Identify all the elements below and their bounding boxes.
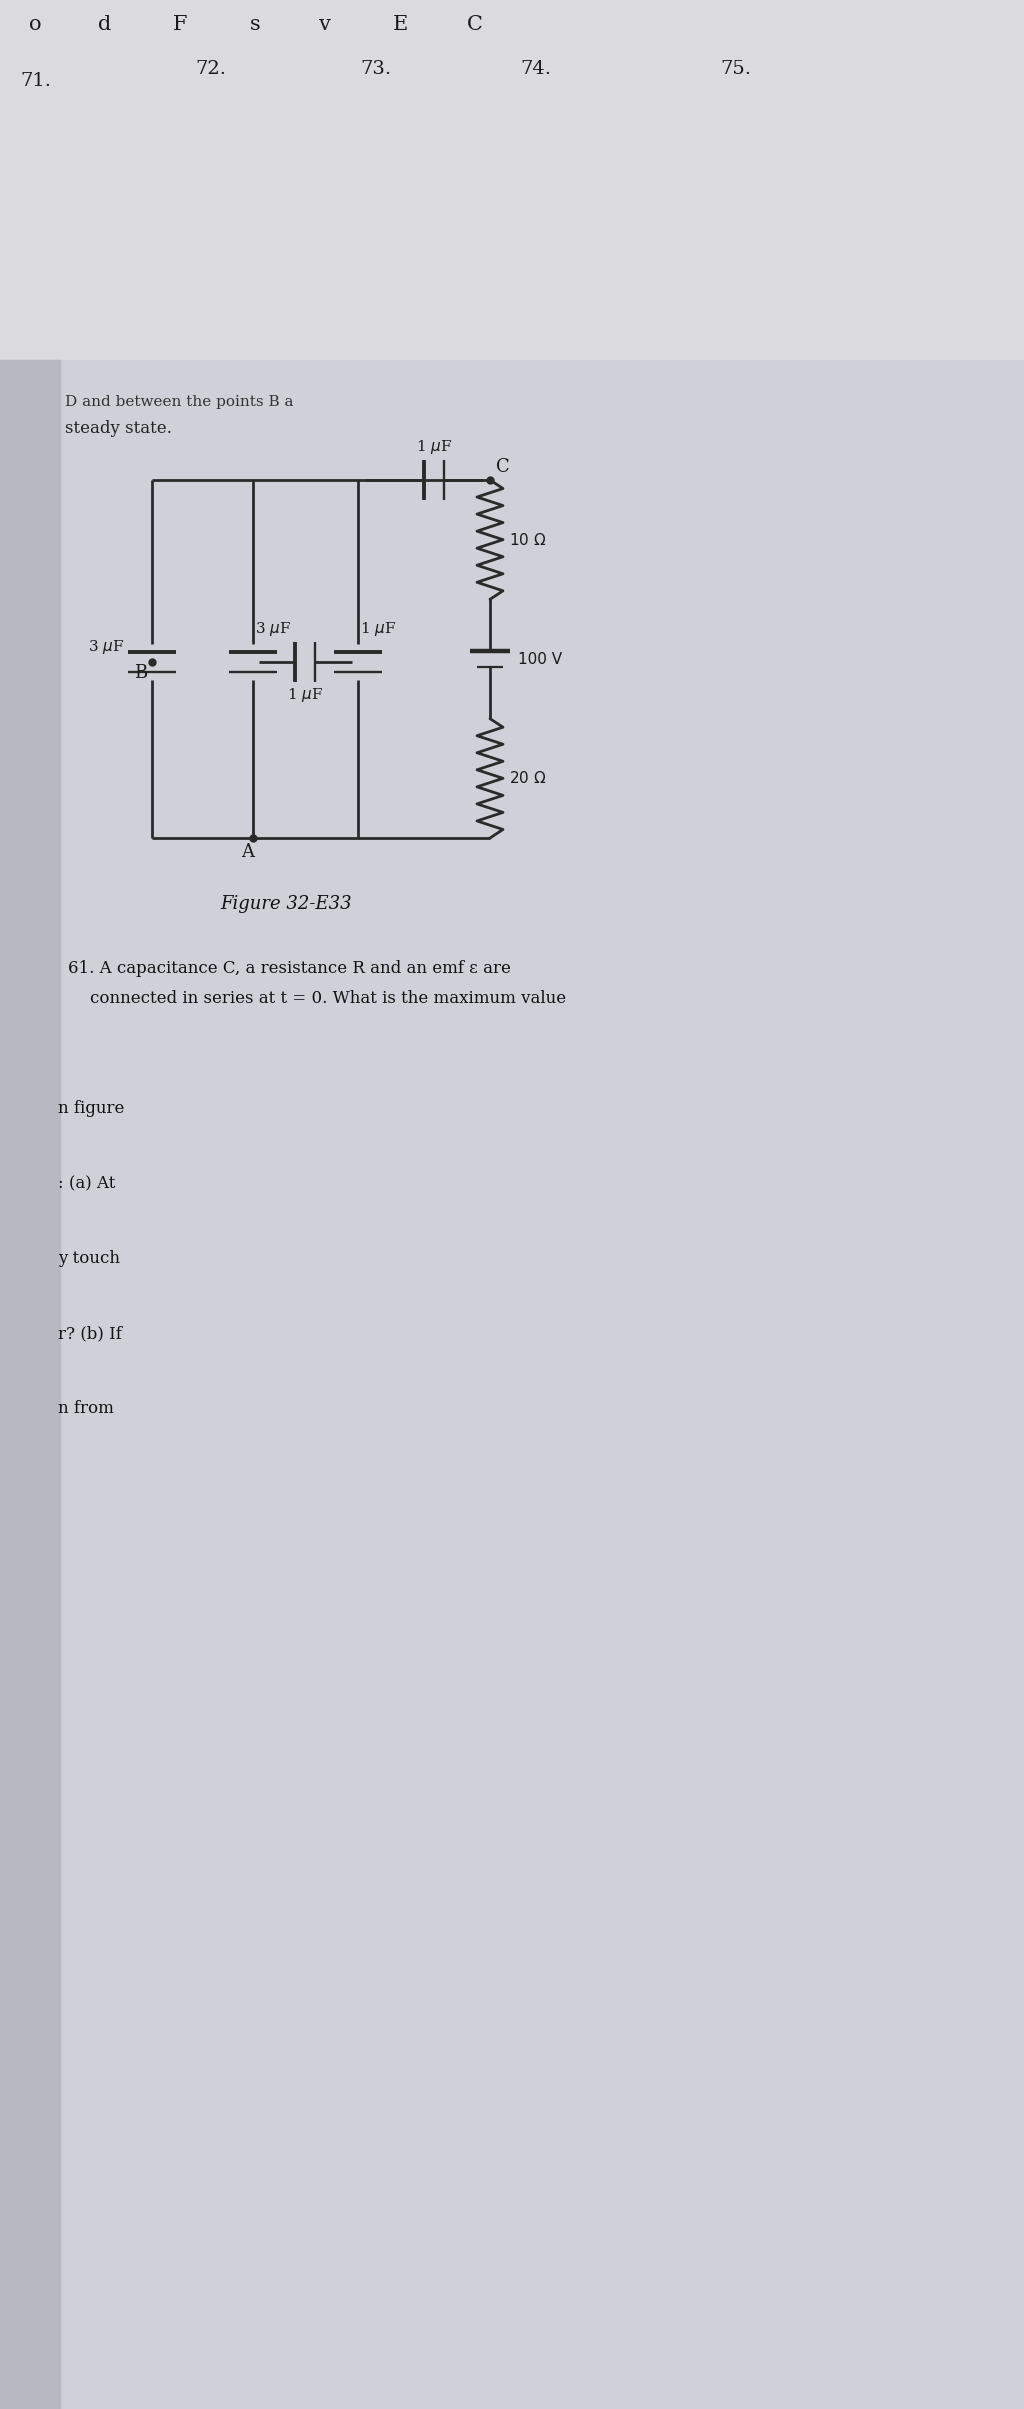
Text: 72.: 72. <box>195 60 226 77</box>
Text: v: v <box>319 14 331 34</box>
Text: 20 $\Omega$: 20 $\Omega$ <box>509 771 547 785</box>
Text: 10 $\Omega$: 10 $\Omega$ <box>509 532 547 547</box>
Text: y touch: y touch <box>58 1250 120 1267</box>
Text: 73.: 73. <box>360 60 391 77</box>
Text: steady state.: steady state. <box>65 419 172 436</box>
Text: 3 $\mu$F: 3 $\mu$F <box>88 638 124 655</box>
Text: d: d <box>98 14 112 34</box>
Text: D and between the points B a: D and between the points B a <box>65 395 294 410</box>
Text: s: s <box>250 14 260 34</box>
Text: C: C <box>467 14 483 34</box>
Text: 74.: 74. <box>520 60 551 77</box>
Text: n figure: n figure <box>58 1101 124 1118</box>
Text: C: C <box>496 458 510 477</box>
Text: 3 $\mu$F: 3 $\mu$F <box>255 619 291 638</box>
Bar <box>366 463 482 499</box>
Text: A: A <box>242 843 255 860</box>
Text: : (a) At: : (a) At <box>58 1176 116 1192</box>
Text: o: o <box>29 14 41 34</box>
Bar <box>259 643 352 679</box>
Text: E: E <box>392 14 408 34</box>
Text: 1 $\mu$F: 1 $\mu$F <box>416 438 452 455</box>
Text: Figure 32-E33: Figure 32-E33 <box>220 896 351 913</box>
Text: F: F <box>173 14 187 34</box>
Text: connected in series at t = 0. What is the maximum value: connected in series at t = 0. What is th… <box>90 990 566 1007</box>
Text: 1 $\mu$F: 1 $\mu$F <box>287 687 323 703</box>
Text: n from: n from <box>58 1400 114 1416</box>
Text: 100 V: 100 V <box>518 650 562 667</box>
Text: 75.: 75. <box>720 60 751 77</box>
Text: 61. A capacitance C, a resistance R and an emf ε are: 61. A capacitance C, a resistance R and … <box>68 961 511 978</box>
Bar <box>0 0 1024 359</box>
Bar <box>0 359 60 2409</box>
Text: 1 $\mu$F: 1 $\mu$F <box>360 619 396 638</box>
Text: 71.: 71. <box>20 72 51 89</box>
Bar <box>0 359 1024 2409</box>
Text: r? (b) If: r? (b) If <box>58 1325 122 1342</box>
Text: B: B <box>134 665 147 682</box>
